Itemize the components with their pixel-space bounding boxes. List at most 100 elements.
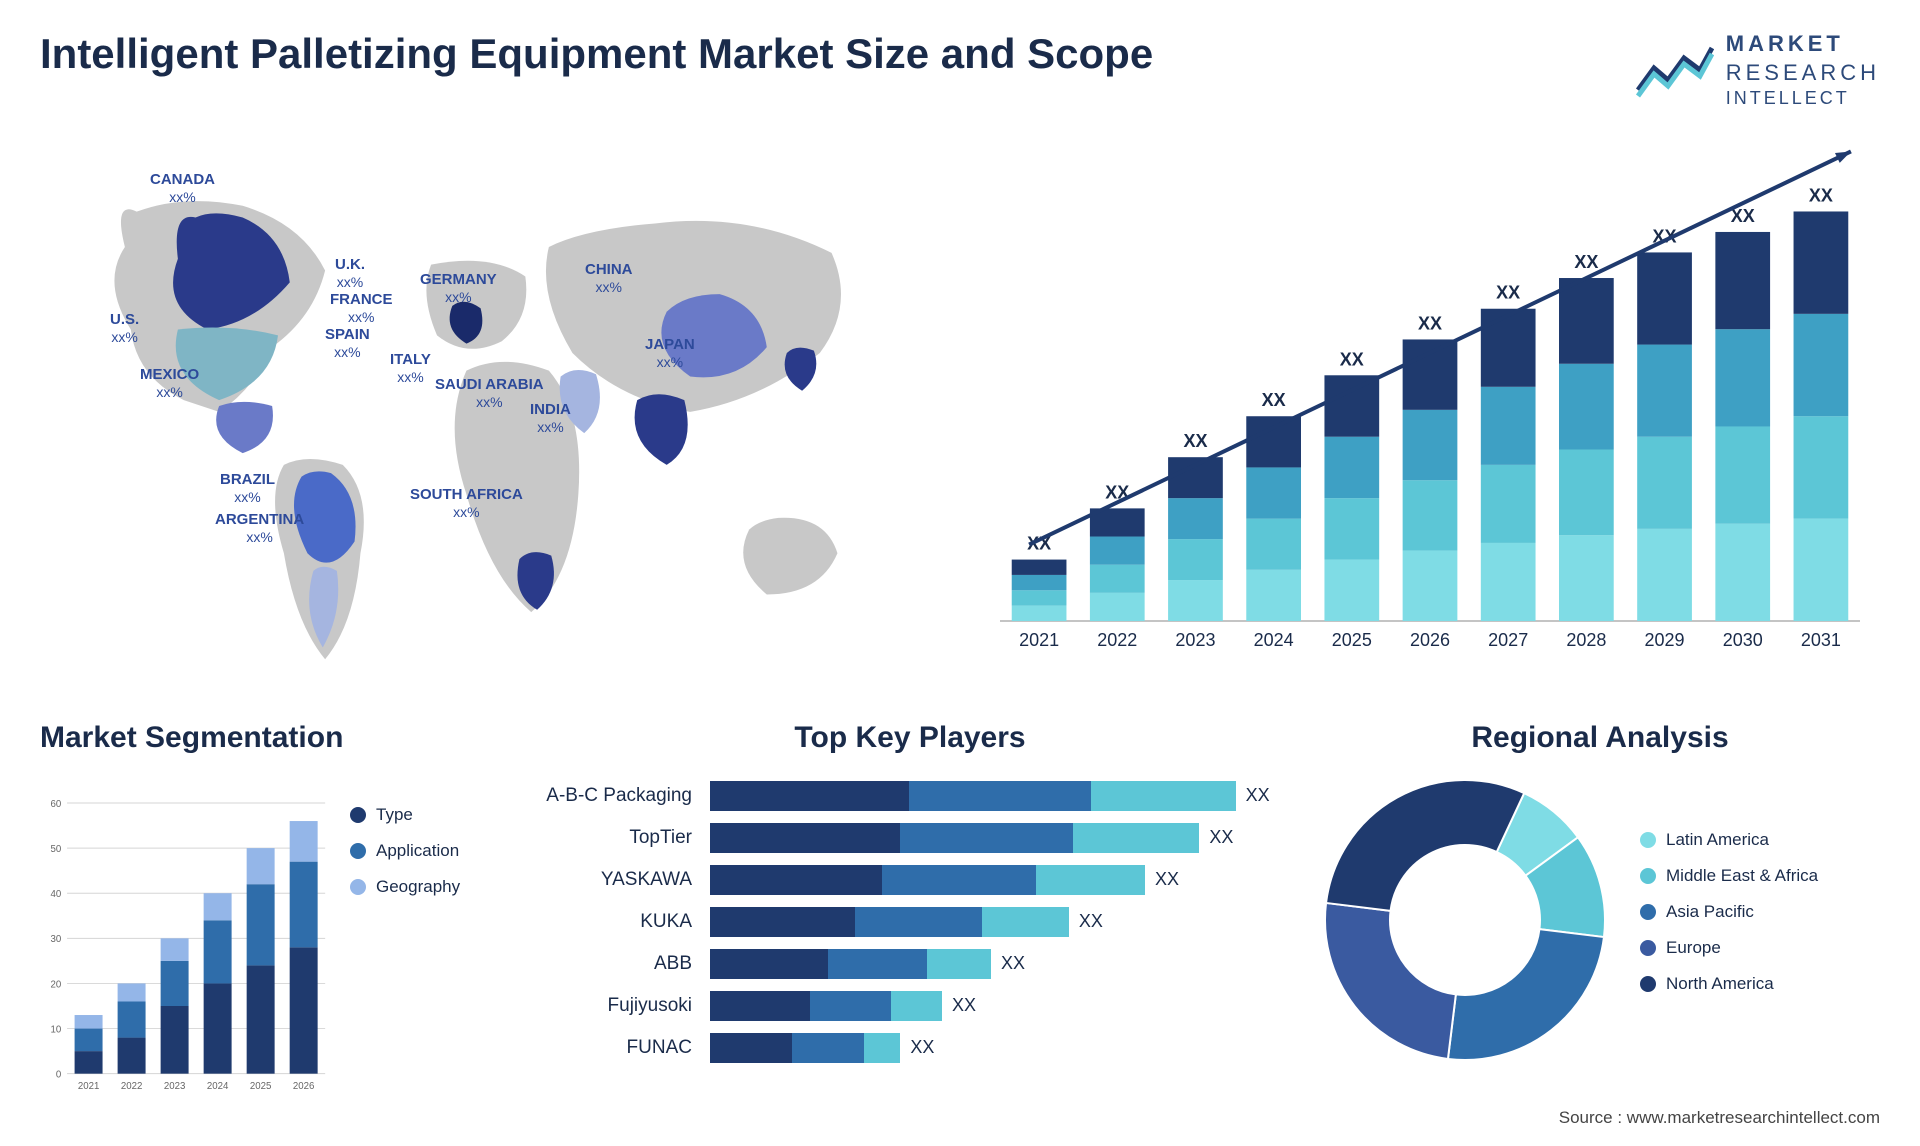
legend-item: Middle East & Africa <box>1640 866 1880 886</box>
header: Intelligent Palletizing Equipment Market… <box>40 30 1880 111</box>
legend-item: Application <box>350 841 500 861</box>
source-attribution: Source : www.marketresearchintellect.com <box>1559 1108 1880 1128</box>
player-label: KUKA <box>530 901 700 943</box>
player-bar-row: XX <box>710 985 1290 1027</box>
map-label: MEXICOxx% <box>140 366 199 401</box>
player-label: FUNAC <box>530 1027 700 1069</box>
player-bar-value: XX <box>1079 911 1103 932</box>
regional-donut <box>1320 775 1610 1065</box>
player-bar-value: XX <box>1155 869 1179 890</box>
player-bar-row: XX <box>710 859 1290 901</box>
player-bar-value: XX <box>952 995 976 1016</box>
row-1: CANADAxx% U.S.xx%MEXICOxx% BRAZILxx% ARGENT… <box>40 141 1880 671</box>
page-title: Intelligent Palletizing Equipment Market… <box>40 30 1153 78</box>
map-label: ARGENTINAxx% <box>215 511 304 546</box>
svg-text:10: 10 <box>51 1024 62 1035</box>
map-label: FRANCExx% <box>330 291 393 326</box>
map-label: JAPANxx% <box>645 336 695 371</box>
growth-chart-section: XX 2021 XX 2022 XX 2023 XX 2024 XX 2025 XX 2026 XX 20… <box>980 141 1880 671</box>
map-label: ITALYxx% <box>390 351 431 386</box>
map-label: CHINAxx% <box>585 261 633 296</box>
growth-bar-chart: XX 2021 XX 2022 XX 2023 XX 2024 XX 2025 XX 2026 XX 20… <box>980 141 1880 671</box>
player-bar-row: XX <box>710 901 1290 943</box>
svg-text:XX: XX <box>1340 349 1364 369</box>
segmentation-legend: Type Application Geography <box>350 775 500 1121</box>
svg-text:60: 60 <box>51 798 62 809</box>
svg-text:2030: 2030 <box>1723 630 1763 650</box>
svg-text:2026: 2026 <box>1410 630 1450 650</box>
legend-item: Europe <box>1640 938 1880 958</box>
segmentation-chart: 0 10 20 30 40 50 60 2021 2022 2023 2024 2025 2026 <box>40 775 330 1121</box>
map-label: U.K.xx% <box>335 256 365 291</box>
svg-text:2028: 2028 <box>1566 630 1606 650</box>
svg-text:50: 50 <box>51 844 62 855</box>
player-label: A-B-C Packaging <box>530 775 700 817</box>
row-2: Market Segmentation 0 10 20 30 40 50 60 2021 202… <box>40 721 1880 1121</box>
logo-icon <box>1634 40 1714 100</box>
svg-text:XX: XX <box>1262 390 1286 410</box>
svg-text:2025: 2025 <box>250 1081 271 1092</box>
map-label: SPAINxx% <box>325 326 370 361</box>
svg-text:2026: 2026 <box>293 1081 314 1092</box>
legend-item: Geography <box>350 877 500 897</box>
svg-text:2021: 2021 <box>1019 630 1059 650</box>
player-bar-value: XX <box>1246 785 1270 806</box>
legend-item: Latin America <box>1640 830 1880 850</box>
svg-text:XX: XX <box>1418 313 1442 333</box>
player-bar-row: XX <box>710 943 1290 985</box>
map-label: BRAZILxx% <box>220 471 275 506</box>
player-label: Fujiyusoki <box>530 985 700 1027</box>
map-label: INDIAxx% <box>530 401 571 436</box>
players-section: Top Key Players A-B-C PackagingTopTierYA… <box>530 721 1290 1121</box>
svg-text:2021: 2021 <box>78 1081 99 1092</box>
map-label: U.S.xx% <box>110 311 139 346</box>
regional-section: Regional Analysis Latin America Middle Ea… <box>1320 721 1880 1121</box>
players-bars: XX XX XX XX XX XX XX <box>710 775 1290 1069</box>
svg-text:2022: 2022 <box>121 1081 142 1092</box>
map-label: CANADAxx% <box>150 171 215 206</box>
segmentation-section: Market Segmentation 0 10 20 30 40 50 60 2021 202… <box>40 721 500 1121</box>
players-title: Top Key Players <box>530 721 1290 755</box>
svg-text:2024: 2024 <box>1254 630 1294 650</box>
legend-item: Asia Pacific <box>1640 902 1880 922</box>
svg-text:XX: XX <box>1809 185 1833 205</box>
svg-text:2029: 2029 <box>1645 630 1685 650</box>
player-bar-row: XX <box>710 1027 1290 1069</box>
svg-text:2025: 2025 <box>1332 630 1372 650</box>
map-label: SAUDI ARABIAxx% <box>435 376 544 411</box>
player-bar-row: XX <box>710 775 1290 817</box>
world-map-section: CANADAxx% U.S.xx%MEXICOxx% BRAZILxx% ARGENT… <box>40 141 940 671</box>
svg-text:XX: XX <box>1496 282 1520 302</box>
svg-text:2024: 2024 <box>207 1081 229 1092</box>
regional-legend: Latin America Middle East & Africa Asia Pa… <box>1640 830 1880 1010</box>
svg-text:2022: 2022 <box>1097 630 1137 650</box>
player-label: TopTier <box>530 817 700 859</box>
map-label: GERMANYxx% <box>420 271 497 306</box>
logo-line1: MARKET <box>1726 30 1880 59</box>
svg-text:2031: 2031 <box>1801 630 1841 650</box>
player-bar-value: XX <box>1001 953 1025 974</box>
svg-text:20: 20 <box>51 979 62 990</box>
legend-item: Type <box>350 805 500 825</box>
logo-line2: RESEARCH <box>1726 59 1880 88</box>
svg-text:40: 40 <box>51 889 62 900</box>
player-label: ABB <box>530 943 700 985</box>
svg-text:XX: XX <box>1574 252 1598 272</box>
svg-text:0: 0 <box>56 1069 61 1080</box>
regional-title: Regional Analysis <box>1320 721 1880 755</box>
logo-line3: INTELLECT <box>1726 87 1880 110</box>
brand-logo: MARKET RESEARCH INTELLECT <box>1634 30 1880 111</box>
map-label: SOUTH AFRICAxx% <box>410 486 523 521</box>
svg-text:2027: 2027 <box>1488 630 1528 650</box>
svg-text:2023: 2023 <box>1175 630 1215 650</box>
player-bar-value: XX <box>1209 827 1233 848</box>
player-bar-value: XX <box>910 1037 934 1058</box>
svg-text:2023: 2023 <box>164 1081 185 1092</box>
svg-text:30: 30 <box>51 934 62 945</box>
segmentation-title: Market Segmentation <box>40 721 500 755</box>
players-labels: A-B-C PackagingTopTierYASKAWAKUKAABBFuji… <box>530 775 700 1069</box>
player-bar-row: XX <box>710 817 1290 859</box>
svg-text:XX: XX <box>1183 431 1207 451</box>
legend-item: North America <box>1640 974 1880 994</box>
player-label: YASKAWA <box>530 859 700 901</box>
